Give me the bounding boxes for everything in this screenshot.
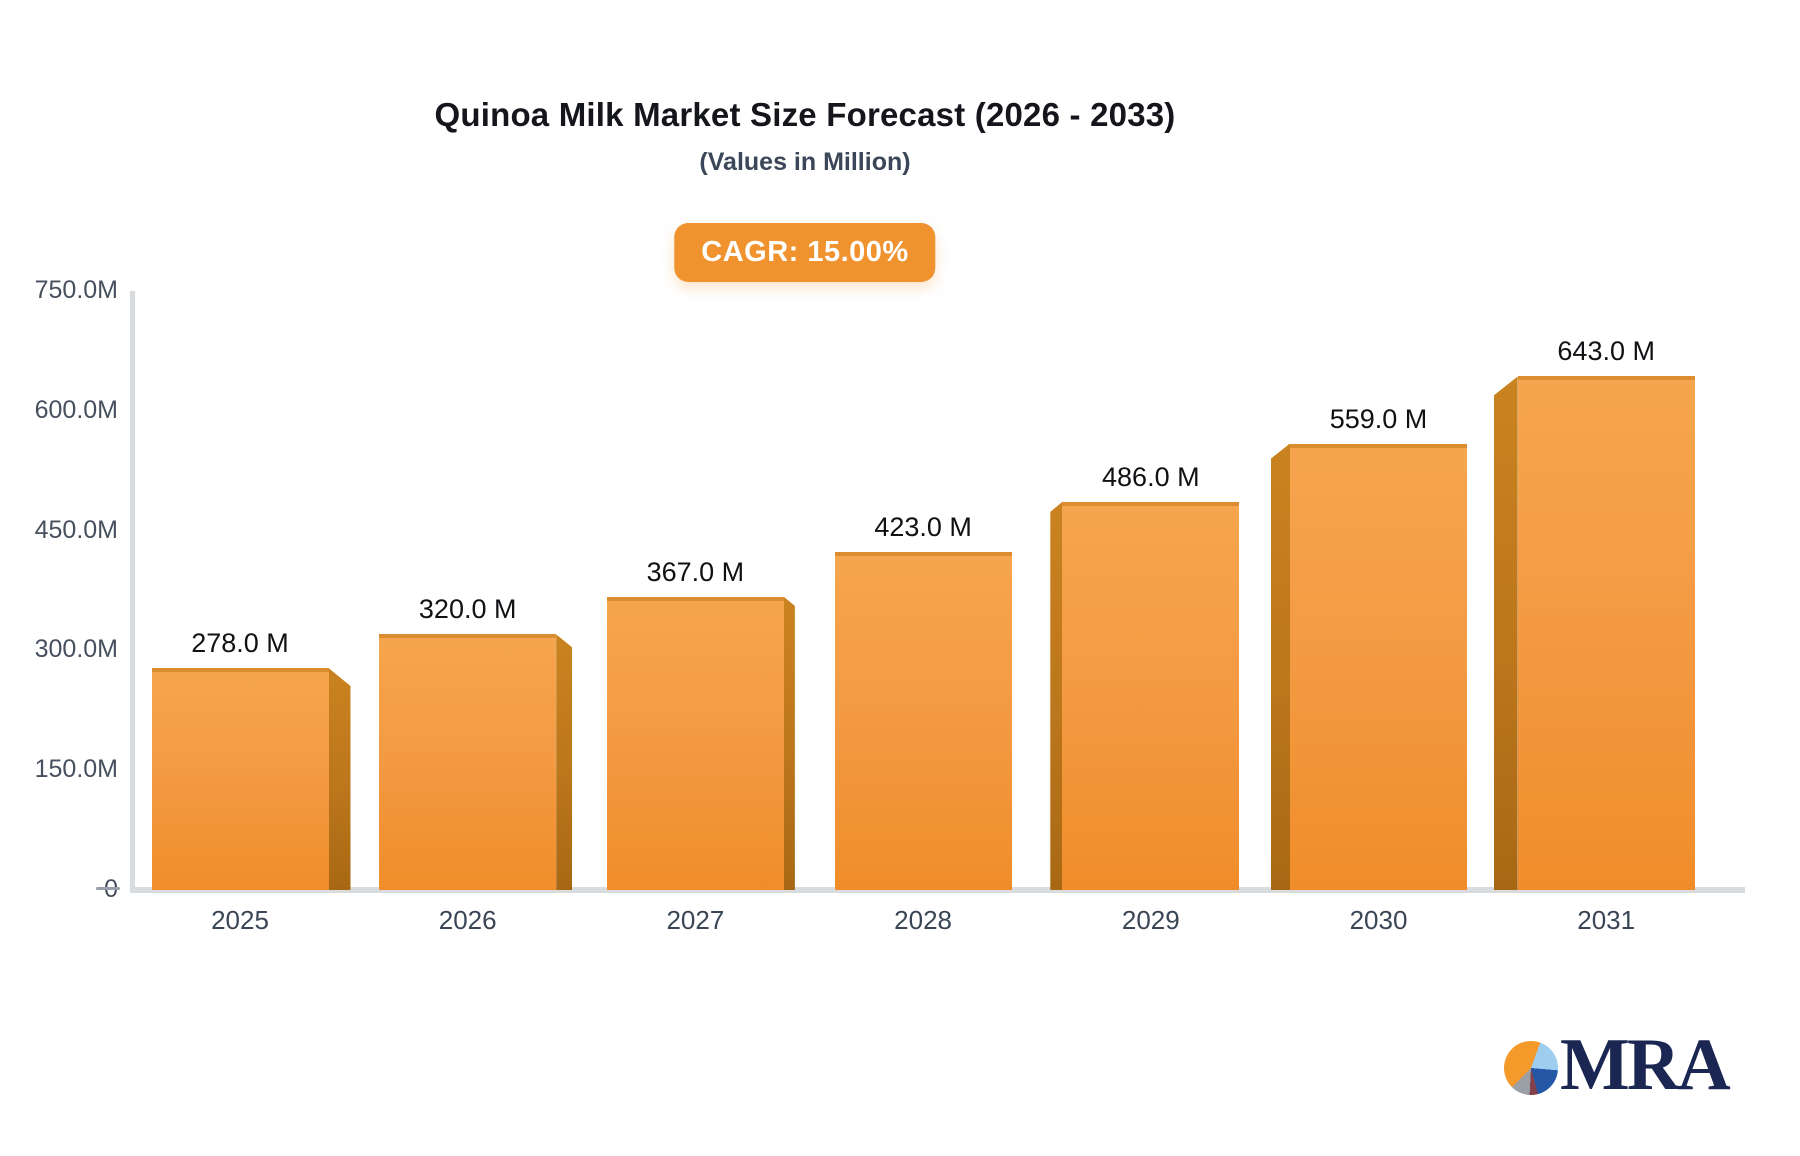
y-axis-tick-label: 150.0M <box>34 755 118 784</box>
x-axis-label-2028: 2028 <box>894 905 953 935</box>
bar-value-label-2025: 278.0 M <box>191 627 289 658</box>
bar-2028[interactable] <box>834 552 1012 890</box>
bar-2029[interactable] <box>1062 501 1240 890</box>
y-axis-tick-label: 300.0M <box>34 635 118 664</box>
x-axis-label-2026: 2026 <box>438 905 497 935</box>
x-axis-label-2031: 2031 <box>1577 905 1636 935</box>
zero-tick-mark <box>96 887 120 890</box>
bar-3d-side-2025 <box>328 667 351 890</box>
brand-logo: MRA <box>1504 1024 1731 1106</box>
cagr-badge: CAGR: 15.00% <box>674 223 936 282</box>
bar-3d-side-2029 <box>1050 501 1063 890</box>
bar-3d-side-2031 <box>1493 376 1518 890</box>
bar-value-label-2026: 320.0 M <box>418 594 517 625</box>
bar-value-label-2031: 643.0 M <box>1557 336 1655 367</box>
brand-logo-text: MRA <box>1560 1024 1731 1106</box>
chart-subtitle: (Values in Million) <box>699 148 911 176</box>
bar-2030[interactable] <box>1290 443 1467 890</box>
bar-value-label-2029: 486.0 M <box>1102 461 1200 492</box>
bar-2027[interactable] <box>606 596 784 890</box>
x-axis-label-2029: 2029 <box>1121 905 1180 935</box>
bar-2031[interactable] <box>1517 376 1695 890</box>
bar-value-label-2030: 559.0 M <box>1329 403 1428 434</box>
y-axis-tick-label: 600.0M <box>34 395 118 424</box>
x-axis-line <box>130 887 1745 893</box>
bar-3d-side-2030 <box>1271 443 1290 890</box>
x-axis-label-2025: 2025 <box>211 905 269 935</box>
bar-value-label-2027: 367.0 M <box>646 556 745 587</box>
bar-3d-side-2027 <box>783 596 795 890</box>
y-axis-tick-label: 450.0M <box>34 515 118 544</box>
bar-2026[interactable] <box>379 634 557 890</box>
y-axis-tick-label: 750.0M <box>34 276 118 304</box>
chart-title: Quinoa Milk Market Size Forecast (2026 -… <box>434 96 1176 133</box>
bar-value-label-2028: 423.0 M <box>874 512 972 543</box>
x-axis-label-2027: 2027 <box>666 905 725 935</box>
bar-3d-side-2026 <box>556 634 573 890</box>
y-axis-line <box>130 291 135 893</box>
x-axis-label-2030: 2030 <box>1349 905 1408 935</box>
pie-chart-logo-icon <box>1504 1041 1558 1095</box>
bar-2025[interactable] <box>151 667 329 890</box>
